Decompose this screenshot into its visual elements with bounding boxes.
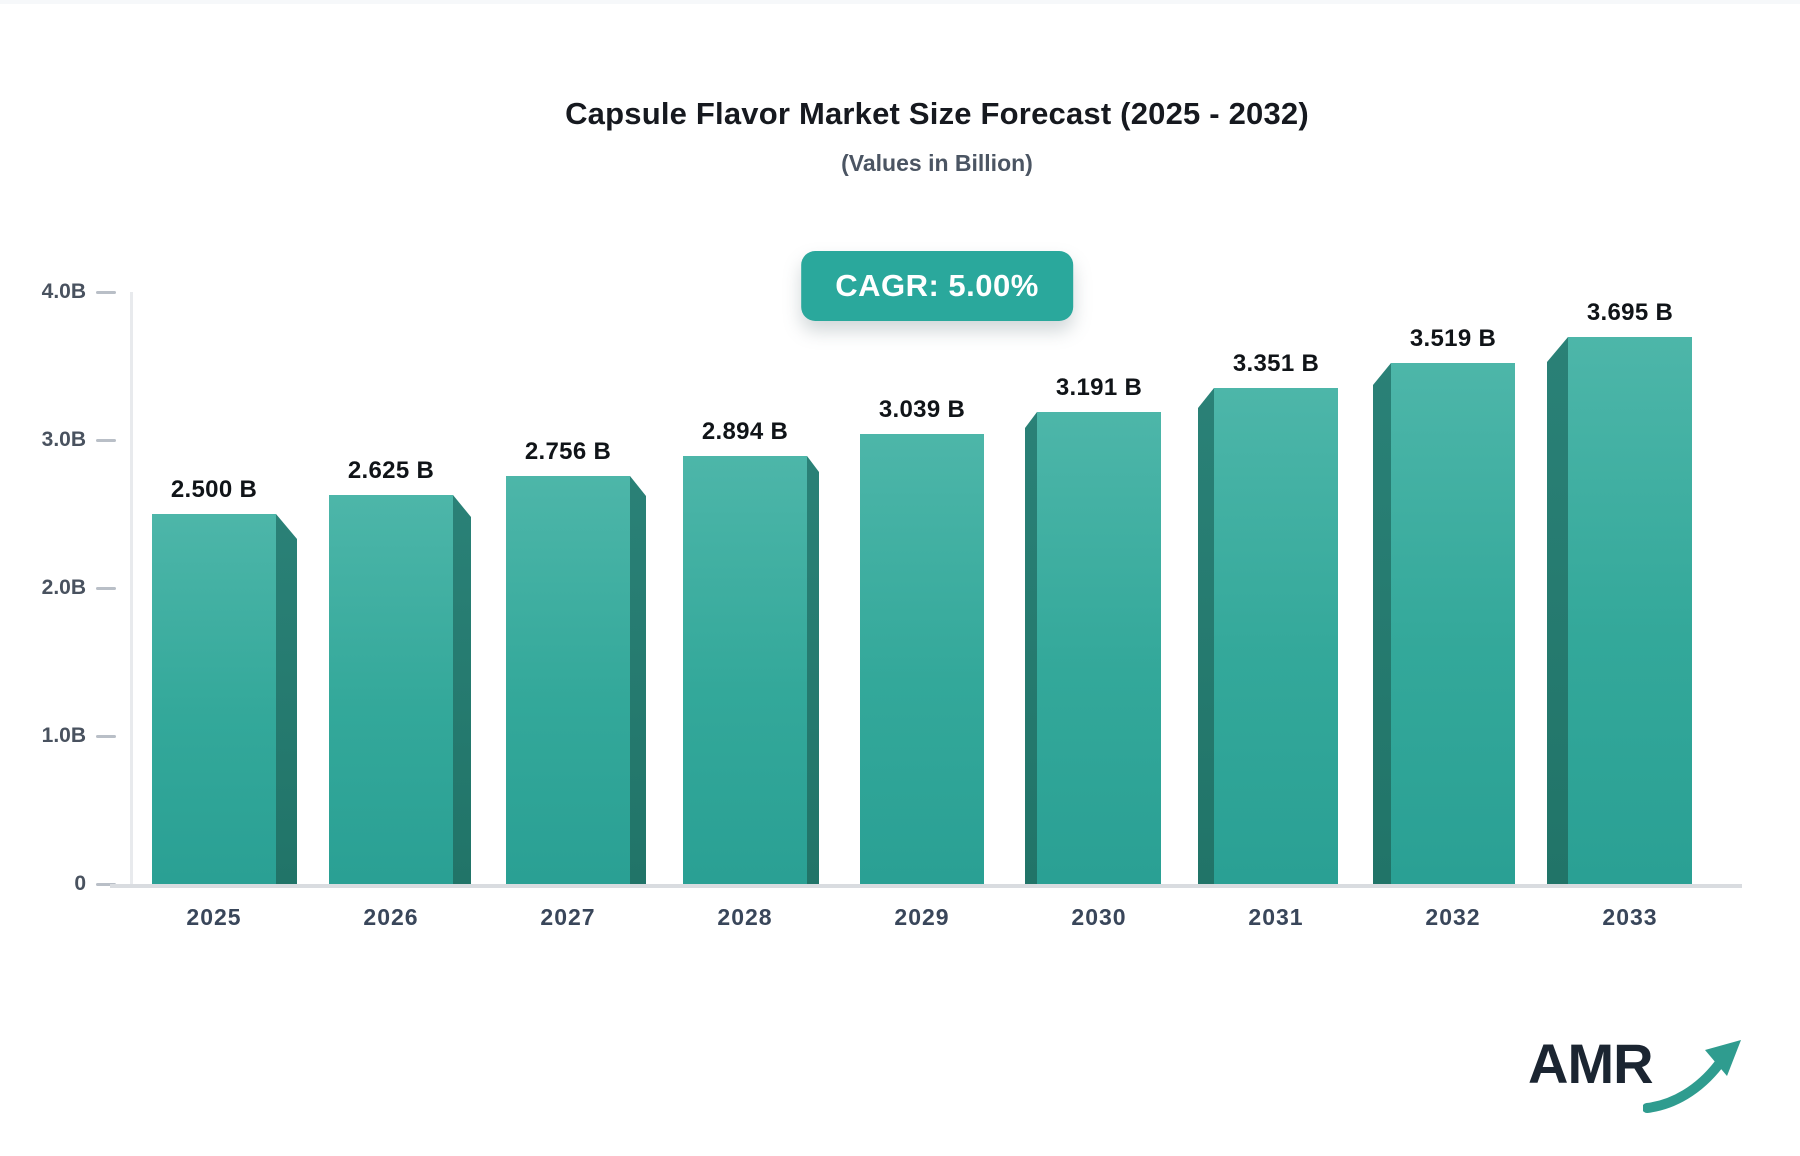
x-axis-label-2033: 2033 — [1602, 904, 1658, 930]
bar-2026[interactable] — [329, 495, 453, 884]
amr-logo: AMR — [1528, 1036, 1747, 1114]
chart-title: Capsule Flavor Market Size Forecast (202… — [565, 96, 1309, 131]
bar-value-label-2031: 3.351 B — [1232, 350, 1320, 377]
y-axis-tick-label: 3.0B — [41, 428, 86, 451]
y-axis-tick-label: 1.0B — [41, 724, 86, 747]
y-axis-tick-label: 0 — [74, 872, 86, 895]
bar-side-face-2032 — [1373, 363, 1391, 884]
y-axis-tick-label: 4.0B — [41, 280, 86, 303]
amr-logo-text: AMR — [1528, 1032, 1654, 1095]
chart-subtitle: (Values in Billion) — [841, 150, 1033, 176]
bar-side-face-2031 — [1198, 388, 1214, 884]
bar-value-label-2029: 3.039 B — [878, 396, 966, 423]
bar-value-label-2025: 2.500 B — [170, 476, 258, 503]
x-axis-label-2030: 2030 — [1071, 904, 1127, 930]
bar-side-face-2027 — [630, 476, 646, 884]
bar-value-label-2028: 2.894 B — [701, 418, 789, 445]
bar-value-label-2030: 3.191 B — [1055, 374, 1143, 401]
bar-value-label-2027: 2.756 B — [524, 438, 612, 465]
y-axis-tick — [96, 883, 116, 886]
x-axis-label-2029: 2029 — [894, 904, 950, 930]
y-axis-line — [130, 292, 133, 886]
growth-arrow-icon — [1642, 1040, 1741, 1113]
bar-2032[interactable] — [1391, 363, 1515, 884]
bar-side-face-2033 — [1547, 337, 1568, 884]
bar-side-face-2028 — [807, 456, 819, 884]
bar-2027[interactable] — [506, 476, 630, 884]
bar-2031[interactable] — [1214, 388, 1338, 884]
bar-2025[interactable] — [152, 514, 276, 884]
x-axis-label-2025: 2025 — [186, 904, 242, 930]
bar-2033[interactable] — [1568, 337, 1692, 884]
x-axis-baseline — [110, 884, 1742, 888]
cagr-badge: CAGR: 5.00% — [801, 251, 1073, 321]
x-axis-label-2032: 2032 — [1425, 904, 1481, 930]
bar-side-face-2030 — [1025, 412, 1037, 884]
x-axis-label-2027: 2027 — [540, 904, 596, 930]
y-axis-tick — [96, 439, 116, 442]
bar-2029[interactable] — [860, 434, 984, 884]
y-axis-tick — [96, 735, 116, 738]
bar-value-label-2033: 3.695 B — [1586, 299, 1674, 326]
bar-side-face-2025 — [276, 514, 297, 884]
bar-2030[interactable] — [1037, 412, 1161, 884]
bar-2028[interactable] — [683, 456, 807, 884]
bar-value-label-2026: 2.625 B — [347, 457, 435, 484]
bar-side-face-2026 — [453, 495, 471, 884]
x-axis-label-2028: 2028 — [717, 904, 773, 930]
bar-value-label-2032: 3.519 B — [1409, 325, 1497, 352]
y-axis-tick-label: 2.0B — [41, 576, 86, 599]
chart-header: Capsule Flavor Market Size Forecast (202… — [132, 0, 1742, 177]
x-axis-label-2026: 2026 — [363, 904, 419, 930]
y-axis-tick — [96, 587, 116, 590]
y-axis-tick — [96, 291, 116, 294]
x-axis-label-2031: 2031 — [1248, 904, 1304, 930]
card-top-edge — [0, 0, 1800, 4]
